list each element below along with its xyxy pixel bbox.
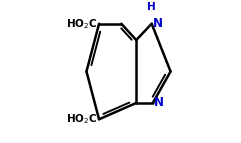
Text: N: N	[152, 17, 162, 30]
Text: H: H	[147, 2, 155, 12]
Text: HO$_2$C: HO$_2$C	[66, 17, 98, 31]
Text: N: N	[154, 97, 164, 109]
Text: HO$_2$C: HO$_2$C	[66, 112, 98, 126]
